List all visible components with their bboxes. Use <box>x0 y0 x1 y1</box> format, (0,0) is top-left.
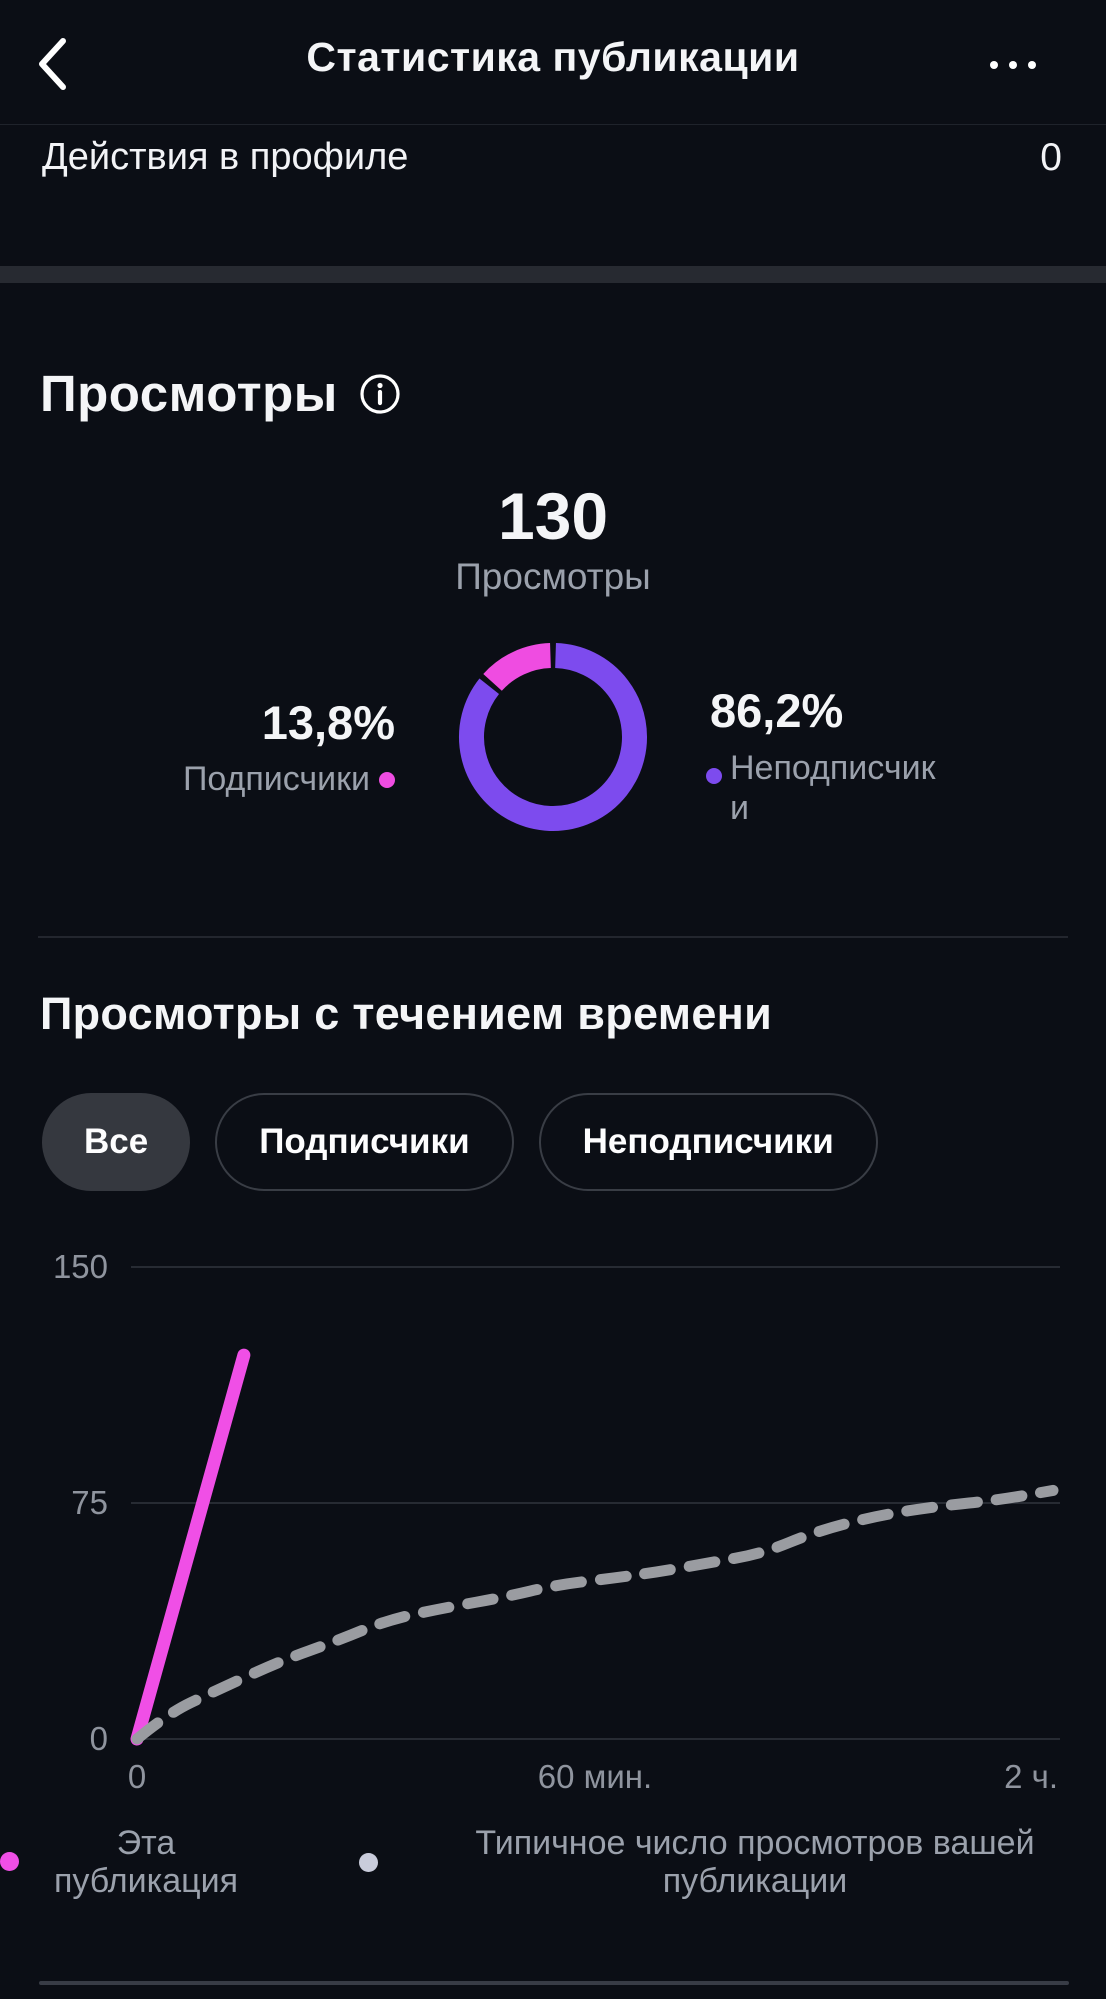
more-options-button[interactable] <box>968 40 1058 90</box>
divider <box>38 936 1068 938</box>
svg-text:0: 0 <box>128 1758 146 1795</box>
views-total: 130 <box>497 479 609 553</box>
audience-filter-group: Все Подписчики Неподписчики <box>42 1093 878 1191</box>
views-section-header: Просмотры <box>40 364 402 423</box>
filter-all[interactable]: Все <box>42 1093 191 1191</box>
non-subscribers-stat: 86,2% Неподписчики <box>706 684 936 828</box>
svg-text:0: 0 <box>90 1720 108 1757</box>
views-over-time-chart: 150 75 00 60 мин. 2 ч. <box>53 1248 1060 1795</box>
filter-non-subscribers[interactable]: Неподписчики <box>538 1093 878 1191</box>
subscribers-pct: 13,8% <box>261 696 395 749</box>
non-subscribers-pct: 86,2% <box>710 684 844 737</box>
svg-text:2 ч.: 2 ч. <box>1004 1758 1058 1795</box>
legend-dot-typical-icon <box>359 1853 378 1872</box>
profile-actions-label: Действия в профиле <box>42 136 409 178</box>
views-section-title: Просмотры <box>40 365 338 422</box>
svg-text:75: 75 <box>71 1484 108 1521</box>
non-subscribers-label: Неподписчики <box>730 749 936 827</box>
filter-subscribers[interactable]: Подписчики <box>215 1093 514 1191</box>
svg-text:150: 150 <box>53 1248 108 1285</box>
views-donut-chart <box>459 643 647 831</box>
views-total-label: Просмотры <box>455 556 651 597</box>
subscribers-label: Подписчики <box>182 760 370 798</box>
ellipsis-icon <box>1009 61 1017 69</box>
non-subscribers-dot-icon <box>706 768 722 784</box>
section-separator <box>0 266 1106 283</box>
ellipsis-icon <box>1028 61 1036 69</box>
chart-legend: Эта публикация Типичное число просмотров… <box>0 1822 1106 1912</box>
legend-dot-this-post-icon <box>0 1852 19 1871</box>
subscribers-dot-icon <box>379 771 395 788</box>
ellipsis-icon <box>990 61 998 69</box>
svg-text:60 мин.: 60 мин. <box>538 1758 652 1795</box>
subscribers-stat: 13,8% Подписчики <box>183 698 395 799</box>
profile-actions-value: 0 <box>1040 136 1062 179</box>
legend-this-post: Эта публикация <box>54 1824 238 1900</box>
nav-bar: Статистика публикации <box>0 0 1106 125</box>
info-icon[interactable] <box>358 372 402 416</box>
back-button[interactable] <box>22 32 82 96</box>
back-chevron-icon <box>39 38 66 90</box>
page-title: Статистика публикации <box>306 34 800 80</box>
legend-typical: Типичное число просмотров вашей публикац… <box>475 1824 1035 1900</box>
next-section-divider <box>39 1981 1069 1985</box>
views-over-time-title: Просмотры с течением времени <box>40 988 773 1039</box>
